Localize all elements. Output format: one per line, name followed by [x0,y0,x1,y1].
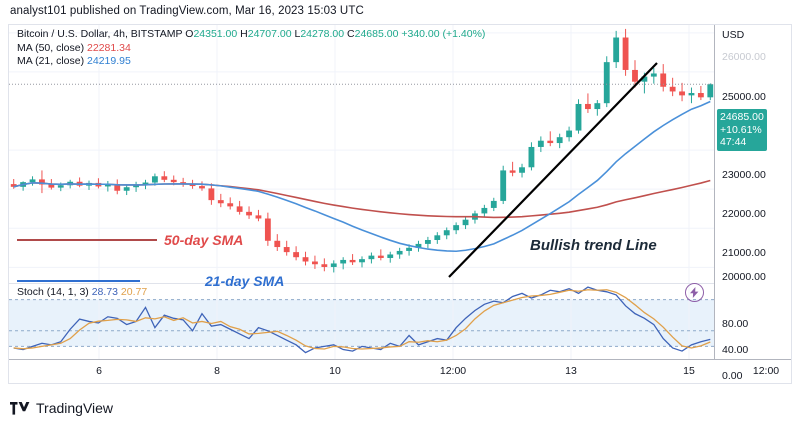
legend-change-percent: (+1.40%) [442,28,486,40]
price-pane[interactable]: Bitcoin / U.S. Dollar, 4h, BITSTAMP O243… [9,25,714,283]
price-tick-21000: 21000.00 [722,247,766,259]
badge-countdown: 47:44 [720,136,747,148]
legend-low: L24278.00 [294,28,345,40]
tradingview-logo-icon [10,401,30,415]
price-tick-26000: 26000.00 [722,51,766,63]
price-tick-23000: 23000.00 [722,169,766,181]
price-axis-unit: USD [722,29,745,41]
time-tick-2: 10 [329,365,341,377]
stochastic-svg [9,284,714,360]
annotation-sma50: 50-day SMA [164,232,244,248]
legend-high: H24707.00 [240,28,292,40]
current-price-badge[interactable]: 24685.00 +10.61% 47:44 [717,109,767,151]
time-tick-5: 15 [683,365,695,377]
price-axis[interactable]: USD 26000.00 25000.00 23000.00 22000.00 … [714,25,791,382]
sma21-key-line [17,280,140,282]
stoch-tick-80: 80.00 [722,318,749,330]
stochastic-pane[interactable]: Stoch (14, 1, 3) 28.73 20.77 [9,283,714,360]
legend-open: O24351.00 [185,28,238,40]
stoch-label: Stoch (14, 1, 3) [17,286,89,298]
time-tick-4: 13 [565,365,577,377]
publication-line: analyst101 published on TradingView.com,… [10,5,364,17]
stoch-d-value: 20.77 [120,286,148,298]
time-tick-1: 8 [214,365,220,377]
price-candles-svg [9,25,714,283]
price-legend: Bitcoin / U.S. Dollar, 4h, BITSTAMP O243… [17,28,485,69]
stochastic-legend: Stoch (14, 1, 3) 28.73 20.77 [17,286,147,298]
price-tick-25000: 25000.00 [722,91,766,103]
chart-frame: Bitcoin / U.S. Dollar, 4h, BITSTAMP O243… [8,24,792,384]
time-tick-3: 12:00 [439,365,467,377]
price-tick-20000: 20000.00 [722,271,766,283]
legend-ma50-label: MA (50, close) [17,41,85,54]
legend-symbol: Bitcoin / U.S. Dollar, 4h, BITSTAMP [17,28,183,40]
time-tick-6: 12:00 [752,365,780,377]
legend-ma50-value: 22281.34 [87,41,131,54]
stoch-tick-40: 40.00 [722,344,749,356]
stoch-tick-0: 0.00 [722,370,743,382]
lightning-bolt-icon[interactable] [685,283,704,302]
stoch-k-value: 28.73 [91,286,118,298]
tradingview-brand-name: TradingView [36,400,114,416]
time-axis[interactable]: 6 8 10 12:00 13 15 12:00 [9,359,791,383]
legend-close: C24685.00 [347,28,399,40]
time-tick-0: 6 [96,365,102,377]
sma50-key-line [17,239,157,241]
legend-ma50-row: MA (50, close) 22281.34 [17,42,485,56]
legend-change: +340.00 [401,28,440,40]
badge-change-percent: +10.61% [720,123,762,136]
legend-ma21-label: MA (21, close) [17,55,85,67]
footer-branding: TradingView [10,400,113,416]
legend-ma21-value: 24219.95 [87,55,131,67]
legend-ma21-row: MA (21, close) 24219.95 [17,55,485,69]
badge-price: 24685.00 [720,111,764,123]
annotation-sma21: 21-day SMA [205,273,285,289]
price-tick-22000: 22000.00 [722,208,766,220]
annotation-trendline: Bullish trend Line [530,237,657,254]
legend-symbol-row: Bitcoin / U.S. Dollar, 4h, BITSTAMP O243… [17,28,485,42]
